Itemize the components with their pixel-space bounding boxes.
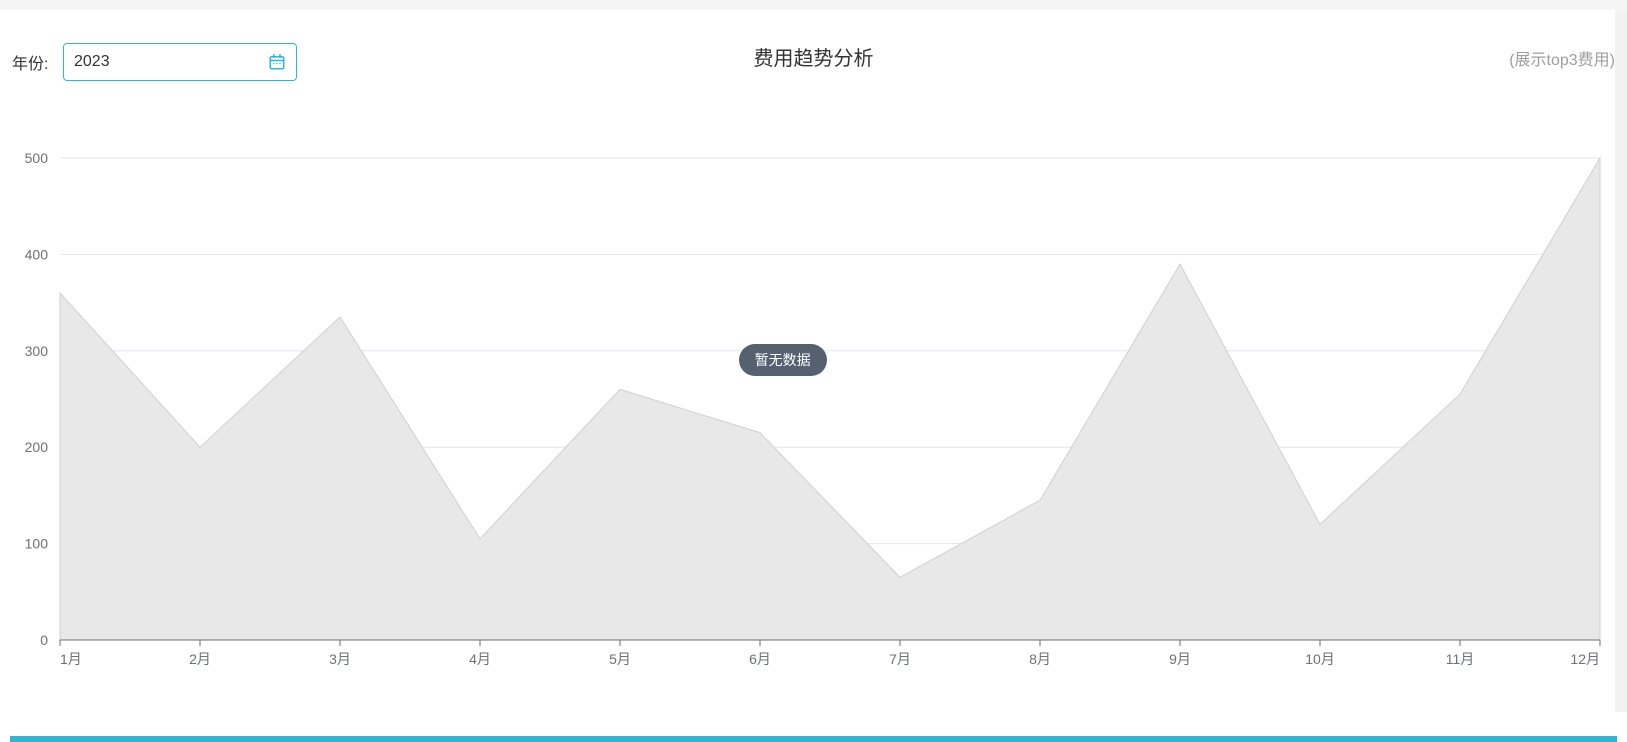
svg-text:200: 200 — [25, 439, 49, 455]
year-label: 年份: — [12, 50, 48, 74]
svg-text:400: 400 — [25, 246, 49, 262]
svg-text:2月: 2月 — [189, 651, 211, 667]
year-picker-value: 2023 — [74, 53, 268, 71]
accent-bar — [10, 736, 1617, 742]
svg-text:8月: 8月 — [1029, 651, 1051, 667]
svg-text:300: 300 — [25, 343, 49, 359]
svg-text:4月: 4月 — [469, 651, 491, 667]
svg-text:6月: 6月 — [749, 651, 771, 667]
page-root: 年份: 2023 费用趋势分析 (展示top3费用) 0 100 200 300 400… — [0, 0, 1627, 742]
chart-title: 费用趋势分析 — [754, 42, 874, 71]
svg-text:7月: 7月 — [889, 651, 911, 667]
chart-svg[interactable]: 0 100 200 300 400 500 1月 2月 3月 4月 5月 6月 7月 8月 9月 10月 11月… — [0, 100, 1627, 712]
svg-text:1月: 1月 — [60, 651, 82, 667]
svg-text:11月: 11月 — [1446, 651, 1475, 667]
chart-subtitle: (展示top3费用) — [1509, 46, 1615, 70]
top-strip — [0, 0, 1627, 10]
svg-text:0: 0 — [40, 632, 48, 648]
svg-text:12月: 12月 — [1570, 651, 1600, 667]
svg-text:100: 100 — [25, 536, 49, 552]
svg-text:10月: 10月 — [1305, 651, 1335, 667]
calendar-icon — [268, 53, 286, 71]
svg-text:500: 500 — [25, 150, 49, 166]
year-picker[interactable]: 2023 — [63, 43, 297, 81]
header-row: 年份: 2023 费用趋势分析 (展示top3费用) — [0, 40, 1627, 84]
svg-text:3月: 3月 — [329, 651, 351, 667]
svg-text:9月: 9月 — [1169, 651, 1191, 667]
svg-text:5月: 5月 — [609, 651, 631, 667]
chart-area: 0 100 200 300 400 500 1月 2月 3月 4月 5月 6月 7月 8月 9月 10月 11月… — [0, 100, 1627, 712]
